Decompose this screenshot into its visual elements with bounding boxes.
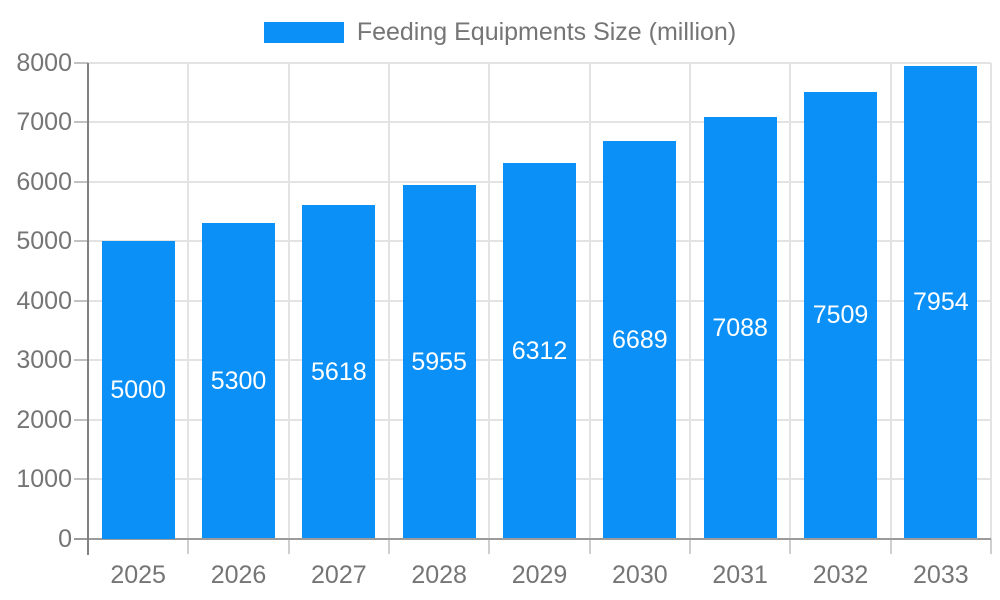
bar-2028[interactable] (402, 184, 476, 539)
legend-label: Feeding Equipments Size (million) (356, 17, 737, 46)
y-axis-label: 8000 (16, 49, 72, 77)
x-axis-tick (588, 538, 591, 554)
x-axis-label: 2026 (210, 561, 267, 589)
y-axis-line (87, 63, 89, 555)
x-axis-tick (287, 538, 290, 554)
bar-2033[interactable] (904, 65, 978, 539)
x-axis-tick (789, 538, 792, 554)
y-axis-tick (74, 62, 88, 64)
x-axis-tick (889, 538, 892, 554)
y-axis-label: 5000 (16, 227, 72, 256)
y-axis-tick (74, 478, 88, 481)
y-axis-tick (74, 180, 88, 183)
bar-value-label: 7509 (812, 301, 869, 330)
y-axis-label: 6000 (16, 167, 72, 196)
bar-value-label: 6312 (511, 336, 568, 365)
x-axis-label: 2030 (612, 561, 668, 589)
bar-2032[interactable] (804, 92, 877, 539)
x-gridline (388, 63, 390, 539)
bar-value-label: 5300 (210, 366, 267, 395)
bar-2027[interactable] (302, 204, 376, 539)
y-axis-tick (74, 240, 88, 243)
x-axis-label: 2025 (110, 561, 166, 589)
bar-2026[interactable] (202, 223, 275, 539)
y-axis-label: 1000 (16, 465, 72, 494)
x-axis-tick (187, 538, 190, 554)
x-axis-line (74, 537, 991, 540)
y-gridline (88, 62, 991, 64)
x-gridline (588, 63, 591, 539)
x-gridline (488, 63, 491, 539)
y-gridline (88, 121, 991, 124)
legend[interactable]: Feeding Equipments Size (million) (0, 16, 1000, 48)
bar-2031[interactable] (703, 117, 777, 539)
legend-swatch (263, 21, 344, 43)
y-axis-label: 4000 (16, 286, 72, 315)
bar-value-label: 5955 (411, 347, 467, 376)
x-gridline (990, 63, 992, 539)
bar-value-label: 5618 (311, 357, 367, 386)
y-axis-tick (74, 359, 88, 362)
y-axis-label: 7000 (16, 108, 72, 137)
x-axis-label: 2028 (411, 561, 467, 589)
bar-value-label: 6689 (612, 325, 668, 354)
x-axis-label: 2032 (812, 561, 869, 589)
x-axis-label: 2029 (511, 561, 568, 589)
x-axis-tick (388, 538, 390, 554)
x-axis-tick (990, 538, 992, 554)
y-axis-label: 0 (58, 524, 72, 553)
y-axis-tick (74, 418, 88, 421)
x-axis-label: 2033 (913, 561, 969, 589)
bar-2025[interactable] (101, 241, 175, 539)
x-gridline (287, 63, 290, 539)
x-axis-tick (689, 538, 691, 554)
y-axis-label: 2000 (16, 405, 72, 434)
y-axis-tick (74, 121, 88, 124)
bar-2029[interactable] (503, 163, 576, 539)
x-axis-label: 2031 (712, 561, 768, 589)
bar-value-label: 5000 (110, 375, 166, 404)
x-gridline (889, 63, 892, 539)
bar-value-label: 7954 (913, 288, 969, 317)
x-axis-tick (488, 538, 491, 554)
bar-2030[interactable] (603, 140, 677, 539)
y-axis-tick (74, 299, 88, 302)
bar-value-label: 7088 (712, 313, 768, 342)
y-axis-label: 3000 (16, 346, 72, 375)
x-axis-label: 2027 (311, 561, 367, 589)
x-gridline (689, 63, 691, 539)
x-gridline (187, 63, 190, 539)
x-gridline (789, 63, 792, 539)
